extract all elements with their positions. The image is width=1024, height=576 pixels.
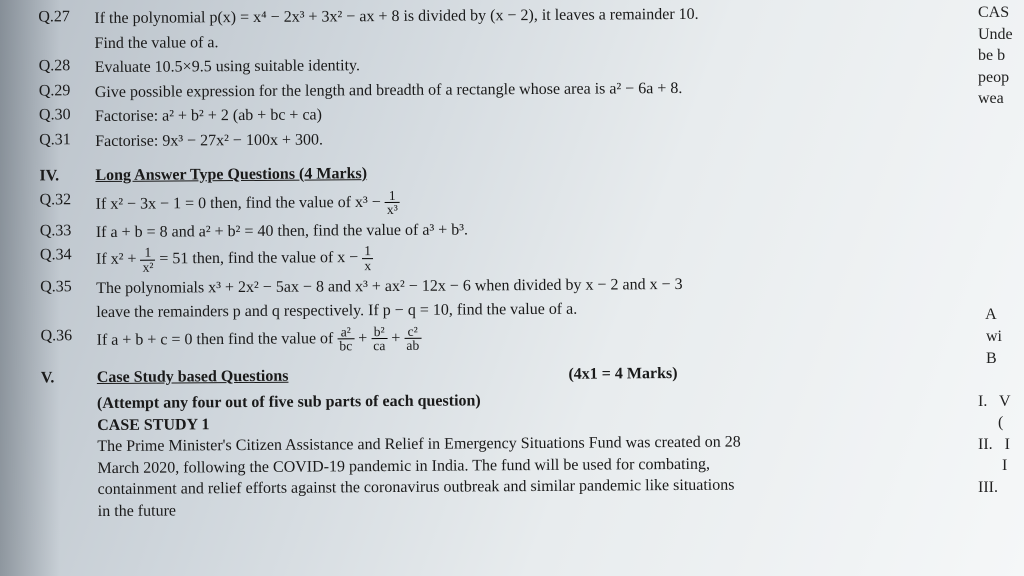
section-iv-header: IV. Long Answer Type Questions (4 Marks)	[39, 160, 1023, 185]
q36-text: If a + b + c = 0 then find the value of …	[96, 320, 1024, 355]
q36-frac3: c²ab	[404, 324, 421, 352]
question-30: Q.30 Factorise: a² + b² + 2 (ab + bc + c…	[39, 100, 1023, 128]
q32-text: If x² − 3x − 1 = 0 then, find the value …	[96, 184, 1024, 219]
q36-frac1: a²bc	[337, 325, 354, 353]
section-v-header: V. Case Study based Questions (4x1 = 4 M…	[41, 362, 1024, 387]
section-v-title: Case Study based Questions	[97, 368, 289, 387]
section-iv-title: Long Answer Type Questions (4 Marks)	[95, 165, 367, 185]
q33-number: Q.33	[40, 222, 96, 240]
q35-text: The polynomials x³ + 2x² − 5ax − 8 and x…	[96, 271, 1024, 299]
q29-text: Give possible expression for the length …	[95, 75, 1023, 103]
q27-text: If the polynomial p(x) = x⁴ − 2x³ + 3x² …	[94, 2, 1022, 30]
q34-frac1: 1x²	[140, 246, 155, 274]
question-28: Q.28 Evaluate 10.5×9.5 using suitable id…	[39, 51, 1023, 79]
q27-line2: Find the value of a.	[38, 26, 1022, 54]
q31-number: Q.31	[39, 131, 95, 149]
q36-frac2: b²ca	[371, 325, 387, 353]
q32-frac: 1x³	[385, 188, 400, 216]
worksheet-page: Q.27 If the polynomial p(x) = x⁴ − 2x³ +…	[38, 0, 1024, 523]
q34-number: Q.34	[40, 246, 96, 264]
q34-mid: = 51 then, find the value of x −	[155, 249, 362, 267]
q30-number: Q.30	[39, 106, 95, 124]
q33-text: If a + b = 8 and a² + b² = 40 then, find…	[96, 215, 1024, 243]
q34-text: If x² + 1x² = 51 then, find the value of…	[96, 240, 1024, 275]
section-v-roman: V.	[41, 369, 97, 387]
q34-pre: If x² +	[96, 251, 141, 268]
q29-number: Q.29	[39, 82, 95, 100]
q32-number: Q.32	[40, 191, 96, 209]
question-35: Q.35 The polynomials x³ + 2x² − 5ax − 8 …	[40, 271, 1024, 299]
q34-frac2: 1x	[362, 244, 373, 272]
q36-number: Q.36	[40, 327, 96, 345]
right-page-fragment: CAS Unde be b peop wea A wi B I. V ( II.…	[978, 0, 1024, 576]
q31-text: Factorise: 9x³ − 27x² − 100x + 300.	[95, 125, 1023, 153]
q28-text: Evaluate 10.5×9.5 using suitable identit…	[95, 51, 1023, 79]
question-31: Q.31 Factorise: 9x³ − 27x² − 100x + 300.	[39, 125, 1023, 153]
q28-number: Q.28	[39, 57, 95, 75]
q32-pre: If x² − 3x − 1 = 0 then, find the value …	[96, 193, 385, 212]
question-29: Q.29 Give possible expression for the le…	[39, 75, 1023, 103]
question-36: Q.36 If a + b + c = 0 then find the valu…	[40, 320, 1024, 355]
q35-number: Q.35	[40, 278, 96, 296]
q35-line2: leave the remainders p and q respectivel…	[40, 296, 1024, 324]
q27-number: Q.27	[38, 8, 94, 26]
question-32: Q.32 If x² − 3x − 1 = 0 then, find the v…	[40, 184, 1024, 219]
q36-pre: If a + b + c = 0 then find the value of	[97, 330, 338, 349]
section-v-marks: (4x1 = 4 Marks)	[568, 365, 677, 384]
section-iv-roman: IV.	[39, 167, 95, 185]
question-33: Q.33 If a + b = 8 and a² + b² = 40 then,…	[40, 215, 1024, 243]
question-27: Q.27 If the polynomial p(x) = x⁴ − 2x³ +…	[38, 2, 1022, 30]
question-34: Q.34 If x² + 1x² = 51 then, find the val…	[40, 240, 1024, 275]
q30-text: Factorise: a² + b² + 2 (ab + bc + ca)	[95, 100, 1023, 128]
